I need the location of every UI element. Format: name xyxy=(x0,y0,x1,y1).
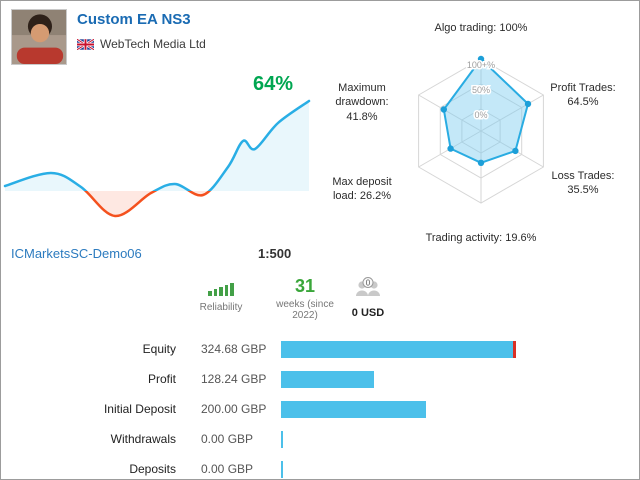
radar-chart-block: 0% 50% 100+% Algo trading: 100% Profit Trad… xyxy=(301,5,639,257)
balance-row: Deposits 0.00 GBP xyxy=(1,454,637,479)
balance-row-label: Withdrawals xyxy=(110,432,176,446)
balance-bar-fill xyxy=(281,430,283,448)
profile-header: Custom EA NS3 WebTech Media Ltd xyxy=(11,9,206,65)
balance-bar-fill xyxy=(281,370,374,388)
balance-row-value: 0.00 GBP xyxy=(201,462,254,476)
reliability-label: Reliability xyxy=(199,302,243,313)
balance-row-label: Profit xyxy=(147,372,176,386)
balance-row-value: 324.68 GBP xyxy=(201,342,267,356)
author-name: WebTech Media Ltd xyxy=(100,37,206,51)
subscribers-count: 0 xyxy=(366,279,371,288)
account-leverage: 1:500 xyxy=(258,246,292,261)
balance-row-bar xyxy=(281,430,637,448)
radar-axis-label: Profit Trades: 64.5% xyxy=(550,82,616,109)
weeks-value: 31 xyxy=(294,276,316,296)
radar-axis-label: Trading activity: 19.6% xyxy=(425,232,537,244)
balance-bar-fill xyxy=(281,400,426,418)
signal-title[interactable]: Custom EA NS3 xyxy=(77,11,191,28)
balance-bar-fill xyxy=(281,460,283,478)
balance-bar-tip xyxy=(513,340,516,358)
balance-row-bar xyxy=(281,370,637,388)
radar-axis-label: Loss Trades: 35.5% xyxy=(551,170,615,197)
profile-text: Custom EA NS3 WebTech Media Ltd xyxy=(77,9,206,65)
balance-row-bar xyxy=(281,400,637,418)
balance-row-label: Deposits xyxy=(129,462,176,476)
balance-row-value: 200.00 GBP xyxy=(201,402,267,416)
balance-row: Profit 128.24 GBP xyxy=(1,364,637,394)
radar-axis-label: Algo trading: 100% xyxy=(434,22,528,34)
radar-chart-svg: 0% 50% 100+% xyxy=(418,55,544,204)
reliability-bars-icon xyxy=(189,282,253,296)
growth-chart-svg xyxy=(3,99,311,218)
balance-row: Equity 324.68 GBP xyxy=(1,334,637,364)
subscribers-icon: 0 xyxy=(356,277,380,296)
balance-bar-fill xyxy=(281,340,513,358)
balance-row-label: Equity xyxy=(142,342,176,356)
svg-text:100+%: 100+% xyxy=(467,60,495,70)
balance-row-value: 128.24 GBP xyxy=(201,372,267,386)
balance-row: Withdrawals 0.00 GBP xyxy=(1,424,637,454)
balance-row-bar xyxy=(281,460,637,478)
funds-stat: 0 0 USD xyxy=(333,276,403,319)
balance-row-bar xyxy=(281,340,637,358)
balance-row: Initial Deposit 200.00 GBP xyxy=(1,394,637,424)
reliability-stat: Reliability xyxy=(189,282,253,313)
account-server[interactable]: ICMarketsSC-Demo06 xyxy=(11,246,142,261)
growth-percent: 64% xyxy=(253,73,294,95)
uk-flag-icon xyxy=(77,38,94,50)
balance-table: Equity 324.68 GBP Profit 128.24 GBP Init… xyxy=(1,334,637,479)
balance-row-label: Initial Deposit xyxy=(103,402,176,416)
weeks-stat: 31 weeks (since 2022) xyxy=(263,277,347,321)
svg-text:50%: 50% xyxy=(472,85,490,95)
author-avatar[interactable] xyxy=(11,9,67,65)
radar-axis-label: Max deposit load: 26.2% xyxy=(332,176,392,203)
balance-row-value: 0.00 GBP xyxy=(201,432,254,446)
author-row: WebTech Media Ltd xyxy=(77,37,206,51)
radar-axis-label: Maximum drawdown: 41.8% xyxy=(335,82,389,123)
weeks-label: weeks (since 2022) xyxy=(276,299,334,321)
funds-value: 0 USD xyxy=(351,307,385,319)
svg-text:0%: 0% xyxy=(474,110,487,120)
